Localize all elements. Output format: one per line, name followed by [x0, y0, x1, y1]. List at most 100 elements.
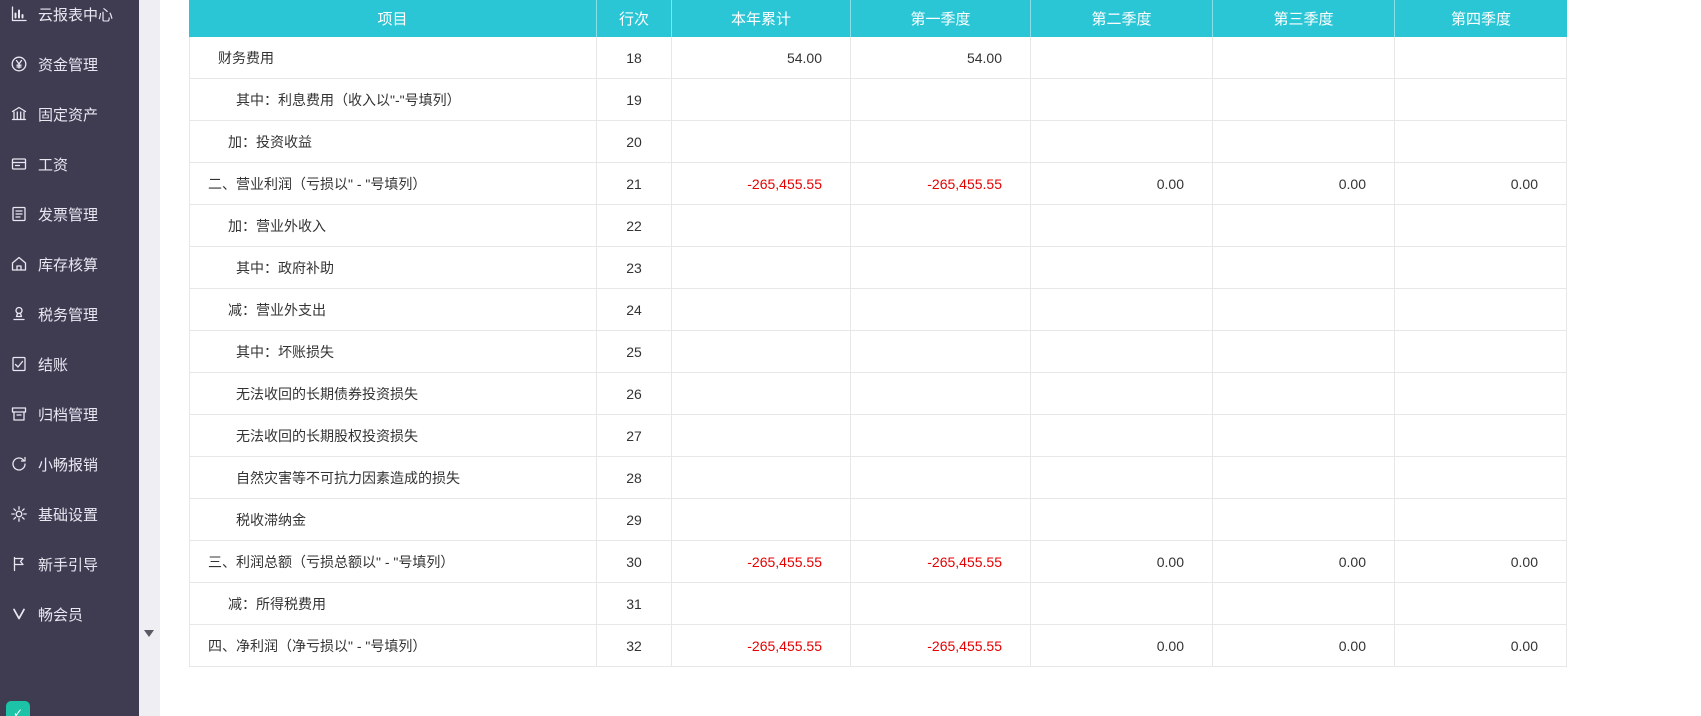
- cell-q1: [851, 415, 1031, 457]
- sidebar-item-label: 税务管理: [38, 306, 99, 324]
- table-row[interactable]: 税收滞纳金 29: [189, 499, 1567, 541]
- cell-q1: [851, 205, 1031, 247]
- sidebar-menu: 云报表中心 资金管理固定资产工资 发票管理库存核算税务管理结账归档管理小畅报销 基础设…: [0, 0, 139, 639]
- cell-q2: [1031, 37, 1213, 79]
- row-line-no: 18: [597, 37, 672, 79]
- cell-annual: -265,455.55: [672, 625, 851, 667]
- assets-icon: [10, 105, 28, 123]
- row-item-name: 加：营业外收入: [189, 205, 597, 247]
- cell-q2: [1031, 415, 1213, 457]
- main-content: 项目 行次 本年累计 第一季度 第二季度 第三季度 第四季度 财务费用 18 54.…: [160, 0, 1701, 716]
- cell-q3: [1213, 121, 1395, 163]
- sidebar-item-5[interactable]: 发票管理: [0, 189, 139, 239]
- table-row[interactable]: 其中：坏账损失 25: [189, 331, 1567, 373]
- cell-q4: [1395, 289, 1567, 331]
- cell-q2: [1031, 79, 1213, 121]
- sidebar-item-10[interactable]: 小畅报销: [0, 439, 139, 489]
- cell-q2: [1031, 247, 1213, 289]
- table-row[interactable]: 加：营业外收入 22: [189, 205, 1567, 247]
- table-row[interactable]: 无法收回的长期债券投资损失 26: [189, 373, 1567, 415]
- cell-q4: 0.00: [1395, 163, 1567, 205]
- sidebar-item-7[interactable]: 税务管理: [0, 289, 139, 339]
- cell-annual: [672, 373, 851, 415]
- cell-q4: [1395, 499, 1567, 541]
- table-row[interactable]: 加：投资收益 20: [189, 121, 1567, 163]
- sidebar-item-4[interactable]: 工资: [0, 139, 139, 189]
- sidebar-item-3[interactable]: 固定资产: [0, 89, 139, 139]
- scrollbar-down-arrow-icon[interactable]: [144, 630, 154, 637]
- row-item-name: 四、净利润（净亏损以" - "号填列）: [189, 625, 597, 667]
- cell-q1: [851, 121, 1031, 163]
- row-item-name: 税收滞纳金: [189, 499, 597, 541]
- table-row[interactable]: 减：所得税费用 31: [189, 583, 1567, 625]
- cell-annual: 54.00: [672, 37, 851, 79]
- cell-q3: [1213, 583, 1395, 625]
- sidebar-item-label: 新手引导: [38, 556, 99, 574]
- row-line-no: 28: [597, 457, 672, 499]
- sidebar-item-9[interactable]: 归档管理: [0, 389, 139, 439]
- cell-q2: [1031, 499, 1213, 541]
- table-row[interactable]: 无法收回的长期股权投资损失 27: [189, 415, 1567, 457]
- cell-q3: [1213, 205, 1395, 247]
- row-line-no: 25: [597, 331, 672, 373]
- sidebar-item-6[interactable]: 库存核算: [0, 239, 139, 289]
- cell-q1: [851, 289, 1031, 331]
- table-row[interactable]: 三、利润总额（亏损总额以" - "号填列） 30 -265,455.55 -265,4…: [189, 541, 1567, 583]
- cell-q4: [1395, 121, 1567, 163]
- row-item-name: 无法收回的长期股权投资损失: [189, 415, 597, 457]
- cell-q2: [1031, 121, 1213, 163]
- sidebar-item-13[interactable]: 畅会员: [0, 589, 139, 639]
- cell-q3: [1213, 457, 1395, 499]
- cell-annual: [672, 205, 851, 247]
- table-row[interactable]: 其中：政府补助 23: [189, 247, 1567, 289]
- cell-q1: [851, 583, 1031, 625]
- table-row[interactable]: 自然灾害等不可抗力因素造成的损失 28: [189, 457, 1567, 499]
- row-item-name: 其中：坏账损失: [189, 331, 597, 373]
- table-row[interactable]: 其中：利息费用（收入以"-"号填列） 19: [189, 79, 1567, 121]
- table-body: 财务费用 18 54.00 54.00 其中：利息费用（收入以"-"号填列） 19 加：投资…: [189, 37, 1567, 667]
- sidebar-item-1[interactable]: 云报表中心: [0, 0, 139, 39]
- row-line-no: 23: [597, 247, 672, 289]
- table-row[interactable]: 财务费用 18 54.00 54.00: [189, 37, 1567, 79]
- table-row[interactable]: 二、营业利润（亏损以" - "号填列） 21 -265,455.55 -265,455…: [189, 163, 1567, 205]
- cell-q1: [851, 457, 1031, 499]
- cell-q4: [1395, 247, 1567, 289]
- row-item-name: 减：所得税费用: [189, 583, 597, 625]
- sidebar-item-label: 库存核算: [38, 256, 99, 274]
- cell-annual: [672, 499, 851, 541]
- table-row[interactable]: 减：营业外支出 24: [189, 289, 1567, 331]
- sidebar-item-8[interactable]: 结账: [0, 339, 139, 389]
- sidebar-item-11[interactable]: 基础设置: [0, 489, 139, 539]
- guide-icon: [10, 555, 28, 573]
- report-icon: [10, 5, 28, 23]
- row-item-name: 自然灾害等不可抗力因素造成的损失: [189, 457, 597, 499]
- sidebar-item-label: 畅会员: [38, 606, 84, 624]
- table-row[interactable]: 四、净利润（净亏损以" - "号填列） 32 -265,455.55 -265,455…: [189, 625, 1567, 667]
- inventory-icon: [10, 255, 28, 273]
- cell-annual: [672, 289, 851, 331]
- cell-q4: 0.00: [1395, 625, 1567, 667]
- sidebar-item-partial[interactable]: ✓: [6, 701, 30, 716]
- col-header-q3: 第三季度: [1213, 0, 1395, 37]
- cell-annual: [672, 457, 851, 499]
- invoice-icon: [10, 205, 28, 223]
- sidebar-item-12[interactable]: 新手引导: [0, 539, 139, 589]
- cell-q3: [1213, 37, 1395, 79]
- cell-q4: [1395, 79, 1567, 121]
- col-header-q4: 第四季度: [1450, 11, 1511, 28]
- cell-q1: -265,455.55: [851, 625, 1031, 667]
- cell-q3: [1213, 373, 1395, 415]
- cell-q4: 0.00: [1395, 541, 1567, 583]
- cell-q3: 0.00: [1213, 541, 1395, 583]
- sidebar-item-label: 归档管理: [38, 406, 99, 424]
- cell-q2: [1031, 583, 1213, 625]
- settings-icon: [10, 505, 28, 523]
- sidebar-item-label: 固定资产: [38, 106, 99, 124]
- cell-annual: -265,455.55: [672, 541, 851, 583]
- row-item-name: 二、营业利润（亏损以" - "号填列）: [189, 163, 597, 205]
- col-header-item: 项目: [189, 0, 597, 37]
- sidebar-scrollbar[interactable]: [139, 0, 160, 716]
- sidebar-item-2[interactable]: 资金管理: [0, 39, 139, 89]
- cell-q1: [851, 247, 1031, 289]
